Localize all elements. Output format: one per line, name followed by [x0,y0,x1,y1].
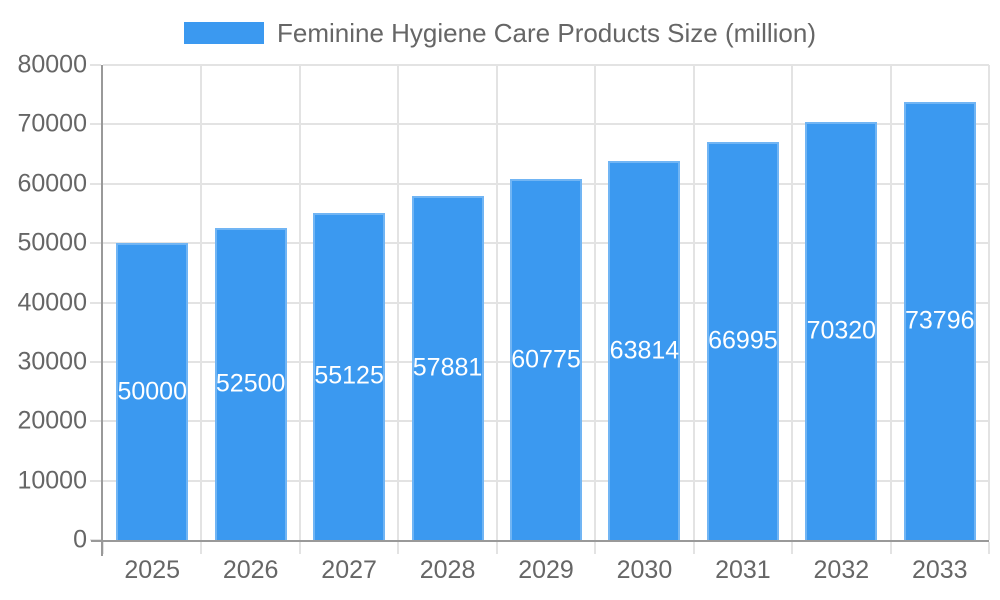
v-gridline [298,65,301,540]
y-tick [90,301,101,304]
bar-value-label: 73796 [905,306,975,335]
bar [706,142,779,540]
bar [608,161,681,540]
x-tick [692,542,695,554]
bar-value-label: 57881 [412,353,483,382]
y-tick-label: 10000 [17,466,87,495]
x-tick-label: 2030 [616,556,673,584]
legend-label: Feminine Hygiene Care Products Size (mil… [277,18,816,48]
y-tick-label: 0 [73,525,87,554]
v-gridline [200,65,203,540]
v-gridline [889,65,892,540]
x-tick-label: 2025 [124,556,181,584]
x-tick [791,542,794,554]
x-tick [200,542,203,554]
bar-value-label: 52500 [215,369,286,398]
y-tick-label: 30000 [17,347,87,376]
bar [805,122,878,540]
bar-value-label: 50000 [117,377,187,406]
y-tick [90,182,101,185]
x-tick [298,542,301,554]
x-tick-label: 2029 [518,556,574,584]
x-tick [594,542,597,554]
h-gridline [103,123,989,126]
x-tick-label: 2026 [222,556,279,584]
y-tick-label: 80000 [17,50,87,79]
v-gridline [495,65,498,540]
v-gridline [594,65,597,540]
x-tick-label: 2028 [419,556,476,584]
x-axis-line [91,540,989,542]
y-tick-label: 40000 [17,288,87,316]
y-tick-label: 50000 [17,228,87,257]
bar [214,228,287,540]
y-tick [90,123,101,126]
legend-swatch [184,22,264,44]
y-tick-label: 70000 [17,109,87,138]
h-gridline [103,64,989,66]
y-tick [90,479,101,482]
x-tick [495,542,498,554]
v-gridline [692,65,695,540]
x-tick [102,542,104,554]
bar [313,212,386,540]
y-tick-label: 60000 [17,169,87,198]
y-tick [90,64,101,66]
v-gridline [791,65,794,540]
y-tick [90,242,101,245]
bar [411,196,484,540]
bar-value-label: 66995 [708,326,778,355]
bar-value-label: 70320 [806,316,877,345]
y-tick [90,360,101,363]
x-tick [988,542,990,554]
bar-value-label: 63814 [609,336,680,365]
bar-value-label: 55125 [314,361,384,390]
bar [116,243,189,540]
bar [903,101,976,540]
bar [510,179,582,540]
bar-value-label: 60775 [511,345,581,374]
x-tick-label: 2032 [813,556,870,584]
y-tick-label: 20000 [17,406,87,435]
x-tick [397,542,400,554]
y-tick [90,420,101,423]
chart-legend[interactable]: Feminine Hygiene Care Products Size (mil… [0,20,1000,46]
x-tick [889,542,892,554]
x-tick-label: 2027 [321,556,377,584]
y-axis-line [101,65,103,556]
x-tick-label: 2033 [911,556,968,584]
v-gridline [988,65,990,540]
v-gridline [397,65,400,540]
x-tick-label: 2031 [715,556,771,584]
